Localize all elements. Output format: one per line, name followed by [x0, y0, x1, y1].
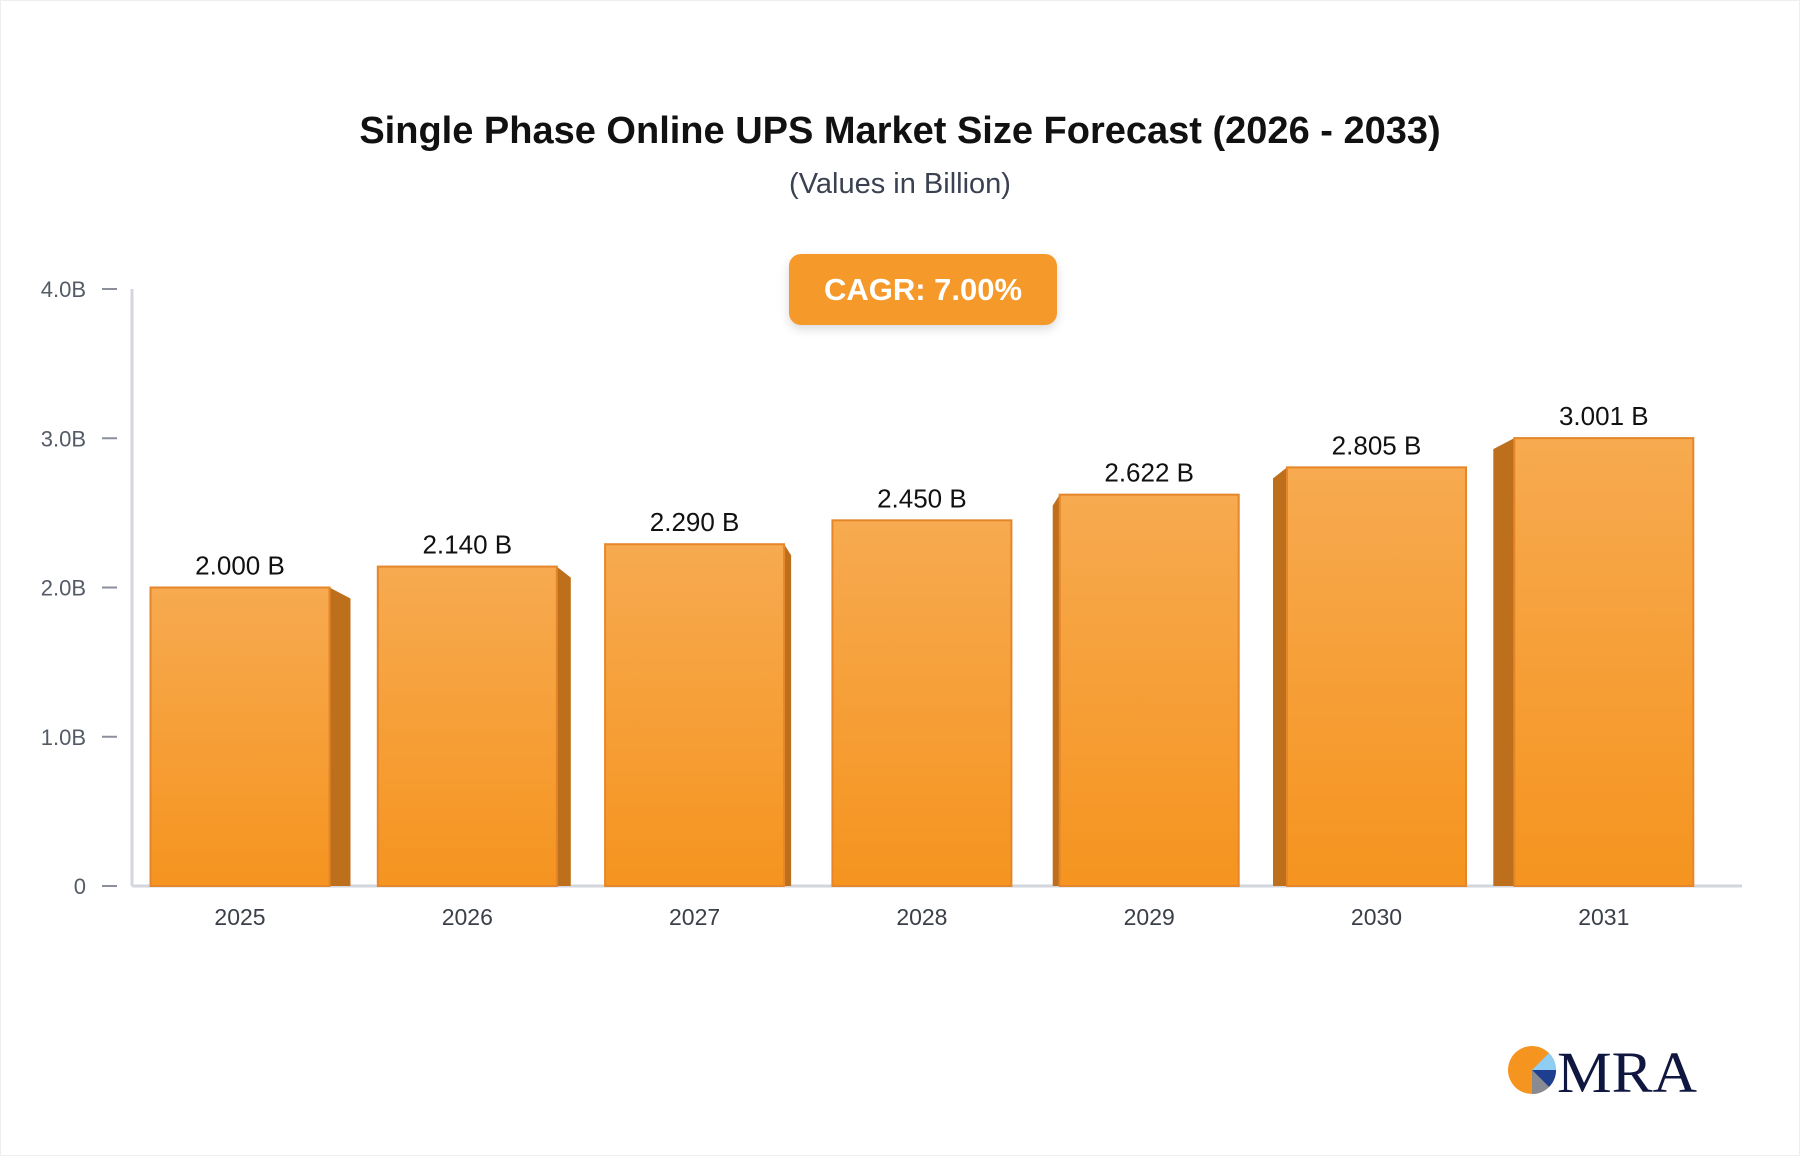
y-tick-label: 0: [74, 874, 86, 899]
bar-2027: [604, 543, 786, 888]
chart-title: Single Phase Online UPS Market Size Fore…: [359, 110, 1441, 152]
y-tick-label: 1.0B: [41, 725, 86, 750]
bar-2029: [1058, 493, 1240, 887]
data-label: 3.001 B: [1559, 401, 1649, 431]
data-label: 2.000 B: [195, 551, 285, 581]
x-tick-label: 2027: [669, 904, 720, 930]
y-tick-label: 4.0B: [41, 277, 86, 302]
bar-2025: [149, 586, 331, 887]
bar-2026: [376, 565, 558, 887]
bar-2030: [1286, 466, 1467, 887]
data-label: 2.622 B: [1104, 458, 1194, 488]
bar-side: [329, 587, 351, 886]
cagr-badge: CAGR: 7.00%: [789, 254, 1057, 325]
y-tick-label: 3.0B: [41, 426, 86, 451]
mra-logo: MRA: [1505, 1040, 1705, 1105]
bar-side: [784, 544, 792, 886]
bar-2031: [1513, 437, 1695, 887]
chart-subtitle: (Values in Billion): [789, 168, 1011, 200]
x-tick-label: 2028: [896, 904, 947, 930]
x-tick-label: 2030: [1351, 904, 1402, 930]
bar-side: [1052, 494, 1060, 886]
x-tick-label: 2026: [442, 904, 493, 930]
data-label: 2.805 B: [1332, 430, 1422, 460]
bar-side: [1493, 438, 1515, 886]
data-label: 2.290 B: [650, 507, 740, 537]
x-tick-label: 2031: [1578, 904, 1629, 930]
bar-2028: [831, 519, 1013, 888]
bar-side: [1273, 467, 1287, 886]
bar-side: [556, 566, 571, 886]
x-tick-label: 2029: [1124, 904, 1175, 930]
x-tick-label: 2025: [214, 904, 265, 930]
data-label: 2.450 B: [877, 483, 967, 513]
data-label: 2.140 B: [422, 530, 512, 560]
logo-text: MRA: [1557, 1040, 1697, 1100]
y-tick-label: 2.0B: [41, 576, 86, 601]
